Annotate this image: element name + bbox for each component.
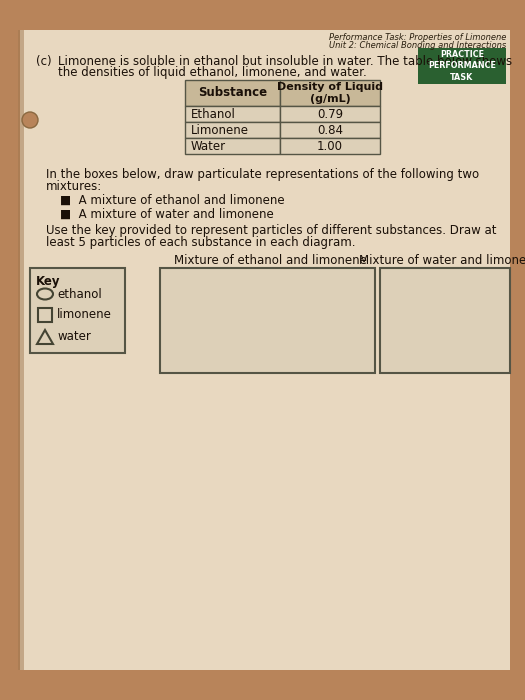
Bar: [280, 122, 380, 138]
Text: 1.00: 1.00: [317, 139, 343, 153]
Text: Use the key provided to represent particles of different substances. Draw at: Use the key provided to represent partic…: [46, 224, 497, 237]
Text: In the boxes below, draw particulate representations of the following two: In the boxes below, draw particulate rep…: [46, 168, 479, 181]
Bar: [280, 80, 380, 106]
Text: Mixture of ethanol and limonene: Mixture of ethanol and limonene: [174, 254, 366, 267]
Text: Ethanol: Ethanol: [191, 108, 236, 120]
Text: ethanol: ethanol: [57, 288, 102, 300]
Text: Performance Task: Properties of Limonene: Performance Task: Properties of Limonene: [329, 33, 506, 42]
Text: ■  A mixture of ethanol and limonene: ■ A mixture of ethanol and limonene: [60, 194, 285, 207]
Text: mixtures:: mixtures:: [46, 180, 102, 193]
Bar: [185, 122, 280, 138]
Bar: [380, 268, 510, 373]
Text: 0.84: 0.84: [317, 123, 343, 136]
Text: 0.79: 0.79: [317, 108, 343, 120]
Text: ■  A mixture of water and limonene: ■ A mixture of water and limonene: [60, 208, 274, 221]
Text: Density of Liquid
(g/mL): Density of Liquid (g/mL): [277, 82, 383, 104]
Bar: [280, 106, 380, 122]
Bar: [185, 138, 280, 154]
Text: limonene: limonene: [57, 309, 112, 321]
Text: Key: Key: [36, 275, 60, 288]
Bar: [280, 138, 380, 154]
Bar: [18, 30, 24, 670]
Text: Limonene: Limonene: [191, 123, 249, 136]
Text: PRACTICE
PERFORMANCE
TASK: PRACTICE PERFORMANCE TASK: [428, 50, 496, 82]
Text: Substance: Substance: [198, 87, 267, 99]
Bar: [418, 48, 506, 84]
Text: Limonene is soluble in ethanol but insoluble in water. The table below shows: Limonene is soluble in ethanol but insol…: [58, 55, 512, 68]
Text: Mixture of water and limonene: Mixture of water and limonene: [359, 254, 525, 267]
Circle shape: [22, 112, 38, 128]
Bar: [160, 268, 375, 373]
Text: Water: Water: [191, 139, 226, 153]
Bar: [185, 106, 280, 122]
Bar: [30, 268, 125, 353]
Bar: [38, 308, 52, 322]
Text: the densities of liquid ethanol, limonene, and water.: the densities of liquid ethanol, limonen…: [58, 66, 367, 79]
Text: Unit 2: Chemical Bonding and Interactions: Unit 2: Chemical Bonding and Interaction…: [329, 41, 506, 50]
Text: (c): (c): [36, 55, 51, 68]
Bar: [185, 80, 280, 106]
Text: water: water: [57, 330, 91, 344]
Text: least 5 particles of each substance in each diagram.: least 5 particles of each substance in e…: [46, 236, 355, 249]
